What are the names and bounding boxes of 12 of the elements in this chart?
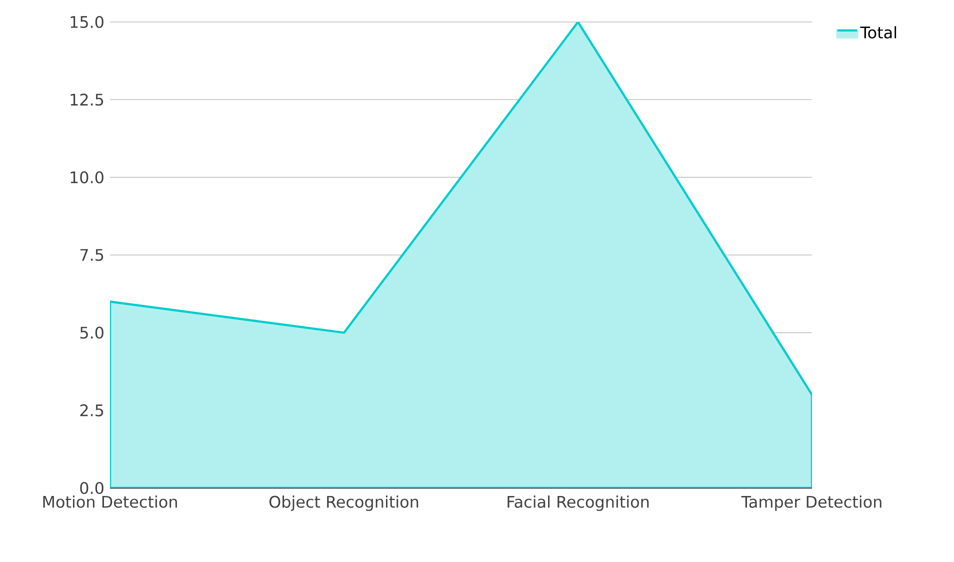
x-tick-label: Facial Recognition [508, 496, 649, 511]
y-tick-label: 7.5 [80, 249, 104, 261]
x-tick-label: Object Recognition [269, 496, 418, 511]
y-tick-label: 15.0 [70, 16, 104, 28]
legend-label: Total [860, 26, 896, 39]
x-tick-label: Motion Detection [43, 496, 177, 508]
y-tick-label: 5.0 [80, 326, 104, 339]
y-tick-label: 2.5 [80, 404, 104, 416]
y-tick-label: 0.0 [80, 482, 104, 494]
y-tick-label: 10.0 [70, 171, 104, 184]
y-tick-label: 12.5 [70, 94, 104, 106]
x-tick-label: Tamper Detection [741, 496, 882, 511]
